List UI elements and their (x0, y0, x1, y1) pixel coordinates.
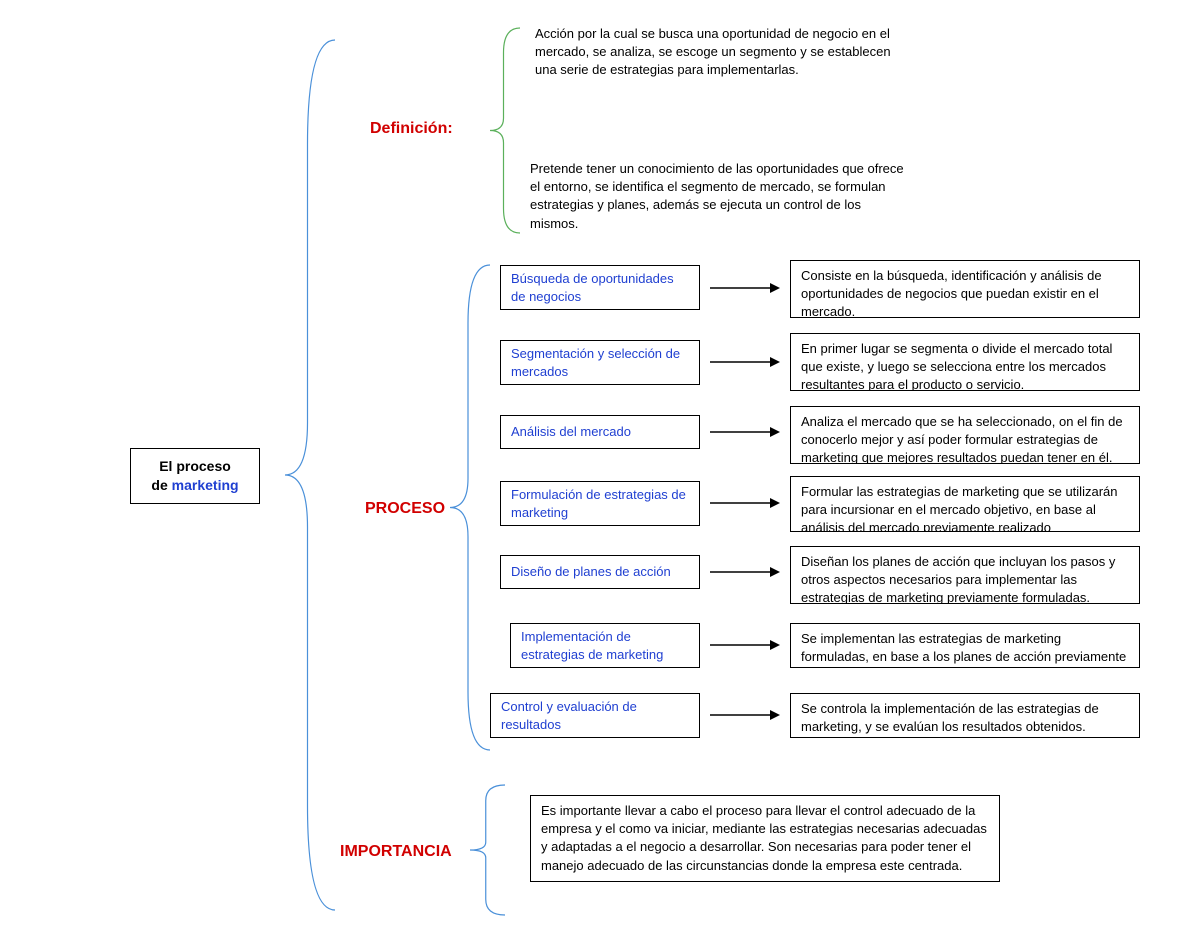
importancia-box: Es importante llevar a cabo el proceso p… (530, 795, 1000, 882)
heading-importancia: IMPORTANCIA (340, 843, 452, 861)
proceso-step-label: Segmentación y selección de mercados (500, 340, 700, 385)
root-box: El proceso de marketing (130, 448, 260, 504)
proceso-step-desc: Formular las estrategias de marketing qu… (790, 476, 1140, 532)
proceso-step-desc: En primer lugar se segmenta o divide el … (790, 333, 1140, 391)
proceso-step-desc: Consiste en la búsqueda, identificación … (790, 260, 1140, 318)
root-line2-emph: marketing (172, 477, 239, 493)
brace (490, 28, 520, 233)
proceso-step-desc: Analiza el mercado que se ha seleccionad… (790, 406, 1140, 464)
proceso-step-label: Implementación de estrategias de marketi… (510, 623, 700, 668)
definicion-para-2: Pretende tener un conocimiento de las op… (530, 160, 910, 233)
heading-definicion: Definición: (370, 120, 453, 138)
brace (450, 265, 490, 750)
proceso-step-desc: Se controla la implementación de las est… (790, 693, 1140, 738)
definicion-para-1: Acción por la cual se busca una oportuni… (535, 25, 895, 80)
brace (470, 785, 505, 915)
proceso-step-desc: Se implementan las estrategias de market… (790, 623, 1140, 668)
root-line1: El proceso (159, 458, 231, 474)
proceso-step-label: Diseño de planes de acción (500, 555, 700, 589)
heading-proceso: PROCESO (365, 500, 445, 518)
brace (285, 40, 335, 910)
proceso-step-label: Análisis del mercado (500, 415, 700, 449)
root-line2-prefix: de (151, 477, 171, 493)
proceso-step-desc: Diseñan los planes de acción que incluya… (790, 546, 1140, 604)
proceso-step-label: Control y evaluación de resultados (490, 693, 700, 738)
proceso-step-label: Búsqueda de oportunidades de negocios (500, 265, 700, 310)
proceso-step-label: Formulación de estrategias de marketing (500, 481, 700, 526)
